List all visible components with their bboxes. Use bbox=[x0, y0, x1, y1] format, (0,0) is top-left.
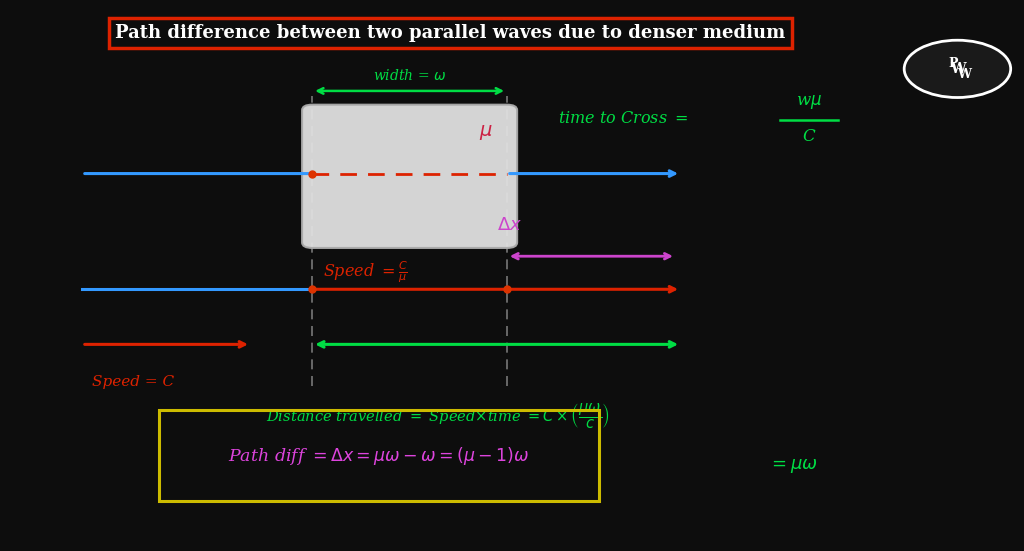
FancyBboxPatch shape bbox=[302, 105, 517, 248]
Text: $\Delta x$: $\Delta x$ bbox=[497, 216, 522, 234]
Text: Path diff $= \Delta x = \mu\omega - \omega = (\mu-1)\omega$: Path diff $= \Delta x = \mu\omega - \ome… bbox=[228, 445, 529, 467]
Text: Path difference between two parallel waves due to denser medium: Path difference between two parallel wav… bbox=[116, 24, 785, 42]
Text: width = $\omega$: width = $\omega$ bbox=[373, 68, 446, 83]
Text: $= \mu\omega$: $= \mu\omega$ bbox=[768, 457, 818, 474]
Text: W: W bbox=[949, 62, 966, 76]
Text: w$\mu$: w$\mu$ bbox=[796, 93, 822, 111]
Text: time to Cross $=$: time to Cross $=$ bbox=[558, 110, 688, 127]
Text: Distance travelled $=$ Speed$\times$time $= C\times\left(\dfrac{\mu\omega}{c}\ri: Distance travelled $=$ Speed$\times$time… bbox=[266, 401, 610, 431]
Text: Speed = C: Speed = C bbox=[92, 375, 174, 388]
Text: P: P bbox=[948, 57, 957, 70]
Text: W: W bbox=[957, 68, 972, 81]
Text: Speed $= \frac{C}{\mu}$: Speed $= \frac{C}{\mu}$ bbox=[323, 259, 408, 284]
Text: C: C bbox=[803, 128, 815, 145]
Circle shape bbox=[904, 40, 1011, 98]
Bar bbox=[159, 410, 599, 501]
Text: $\mu$: $\mu$ bbox=[479, 123, 494, 142]
